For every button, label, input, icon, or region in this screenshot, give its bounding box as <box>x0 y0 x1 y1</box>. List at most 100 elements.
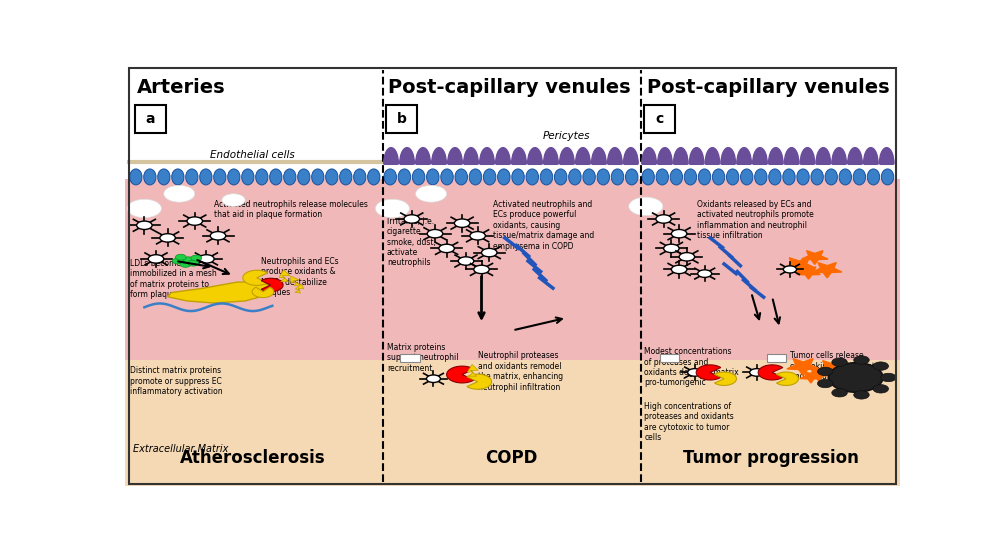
Polygon shape <box>817 360 847 376</box>
Circle shape <box>829 363 883 392</box>
Circle shape <box>454 219 470 227</box>
Bar <box>125 360 900 486</box>
Text: Tumor cells release
chemokines to activate
and recruit neutrophils: Tumor cells release chemokines to activa… <box>790 352 880 381</box>
Polygon shape <box>797 267 820 279</box>
Polygon shape <box>624 149 638 164</box>
Ellipse shape <box>312 169 324 185</box>
Ellipse shape <box>684 169 697 185</box>
Polygon shape <box>467 364 478 376</box>
Ellipse shape <box>228 169 240 185</box>
Ellipse shape <box>384 169 396 185</box>
Ellipse shape <box>811 169 823 185</box>
Polygon shape <box>783 258 815 275</box>
Polygon shape <box>777 372 798 385</box>
Polygon shape <box>715 372 736 385</box>
Polygon shape <box>880 149 893 164</box>
Polygon shape <box>722 149 735 164</box>
Circle shape <box>482 248 497 257</box>
Polygon shape <box>464 149 478 164</box>
Polygon shape <box>252 287 274 298</box>
Polygon shape <box>706 149 719 164</box>
Ellipse shape <box>597 169 610 185</box>
Polygon shape <box>696 365 721 380</box>
Circle shape <box>817 367 833 376</box>
Ellipse shape <box>284 169 296 185</box>
Ellipse shape <box>741 169 753 185</box>
Circle shape <box>873 362 889 370</box>
Polygon shape <box>416 149 430 164</box>
Polygon shape <box>384 149 398 164</box>
Polygon shape <box>848 149 862 164</box>
Text: Matrix proteins
support neutrophil
recruitment: Matrix proteins support neutrophil recru… <box>387 343 458 373</box>
Ellipse shape <box>469 169 482 185</box>
Polygon shape <box>279 270 290 282</box>
Polygon shape <box>800 371 822 383</box>
Bar <box>135 105 166 133</box>
Circle shape <box>187 217 202 225</box>
Circle shape <box>180 262 191 268</box>
Ellipse shape <box>242 169 254 185</box>
Text: Neutrophil proteases
and oxidants remodel
the matrix, enhancing
neutrophil infil: Neutrophil proteases and oxidants remode… <box>478 352 563 391</box>
Circle shape <box>148 254 164 263</box>
Ellipse shape <box>698 169 711 185</box>
Polygon shape <box>168 282 276 303</box>
Text: Activated neutrophils release molecules
that aid in plaque formation: Activated neutrophils release molecules … <box>214 200 368 219</box>
Circle shape <box>474 265 489 274</box>
Ellipse shape <box>642 169 654 185</box>
Circle shape <box>127 199 161 218</box>
Polygon shape <box>512 149 526 164</box>
Circle shape <box>656 215 671 223</box>
Ellipse shape <box>412 169 425 185</box>
Bar <box>125 179 900 360</box>
Ellipse shape <box>569 169 581 185</box>
Text: High concentrations of
proteases and oxidants
are cytotoxic to tumor
cells: High concentrations of proteases and oxi… <box>644 402 734 442</box>
Text: Lung
Irritants, i.e.
cigarette
smoke, dust,
activate
neutrophils: Lung Irritants, i.e. cigarette smoke, du… <box>387 206 436 268</box>
Polygon shape <box>658 149 672 164</box>
Text: Atherosclerosis: Atherosclerosis <box>180 449 326 467</box>
Polygon shape <box>243 270 267 286</box>
Ellipse shape <box>498 169 510 185</box>
Circle shape <box>688 369 702 376</box>
Polygon shape <box>758 365 783 380</box>
Bar <box>644 105 675 133</box>
Ellipse shape <box>130 169 142 185</box>
Circle shape <box>854 356 869 364</box>
Text: b: b <box>397 112 407 126</box>
Ellipse shape <box>825 169 837 185</box>
Circle shape <box>470 232 485 240</box>
Ellipse shape <box>354 169 366 185</box>
Ellipse shape <box>158 169 170 185</box>
Circle shape <box>629 197 663 216</box>
Polygon shape <box>832 149 846 164</box>
Polygon shape <box>295 284 304 293</box>
Polygon shape <box>864 149 877 164</box>
Polygon shape <box>817 149 830 164</box>
Circle shape <box>191 255 202 261</box>
Polygon shape <box>592 149 606 164</box>
Text: COPD: COPD <box>486 449 538 467</box>
Circle shape <box>175 254 186 260</box>
Ellipse shape <box>769 169 781 185</box>
Ellipse shape <box>583 169 595 185</box>
Polygon shape <box>812 263 842 278</box>
Ellipse shape <box>270 169 282 185</box>
Text: Neutrophils and ECs
produce oxidants &
MMPs destabilize
plaques: Neutrophils and ECs produce oxidants & M… <box>261 257 338 297</box>
Ellipse shape <box>398 169 411 185</box>
Circle shape <box>832 389 847 397</box>
Polygon shape <box>432 149 446 164</box>
Bar <box>400 354 420 362</box>
Ellipse shape <box>455 169 467 185</box>
Circle shape <box>671 265 687 274</box>
Polygon shape <box>608 149 622 164</box>
Ellipse shape <box>881 169 894 185</box>
Text: Modest concentrations
of proteases and
oxidants degrade matrix
pro-tumorigenic: Modest concentrations of proteases and o… <box>644 347 739 388</box>
Ellipse shape <box>144 169 156 185</box>
Ellipse shape <box>839 169 851 185</box>
Circle shape <box>416 185 447 202</box>
Ellipse shape <box>256 169 268 185</box>
Polygon shape <box>447 366 474 383</box>
Polygon shape <box>674 149 687 164</box>
Ellipse shape <box>441 169 453 185</box>
Circle shape <box>873 384 889 393</box>
Polygon shape <box>544 149 558 164</box>
